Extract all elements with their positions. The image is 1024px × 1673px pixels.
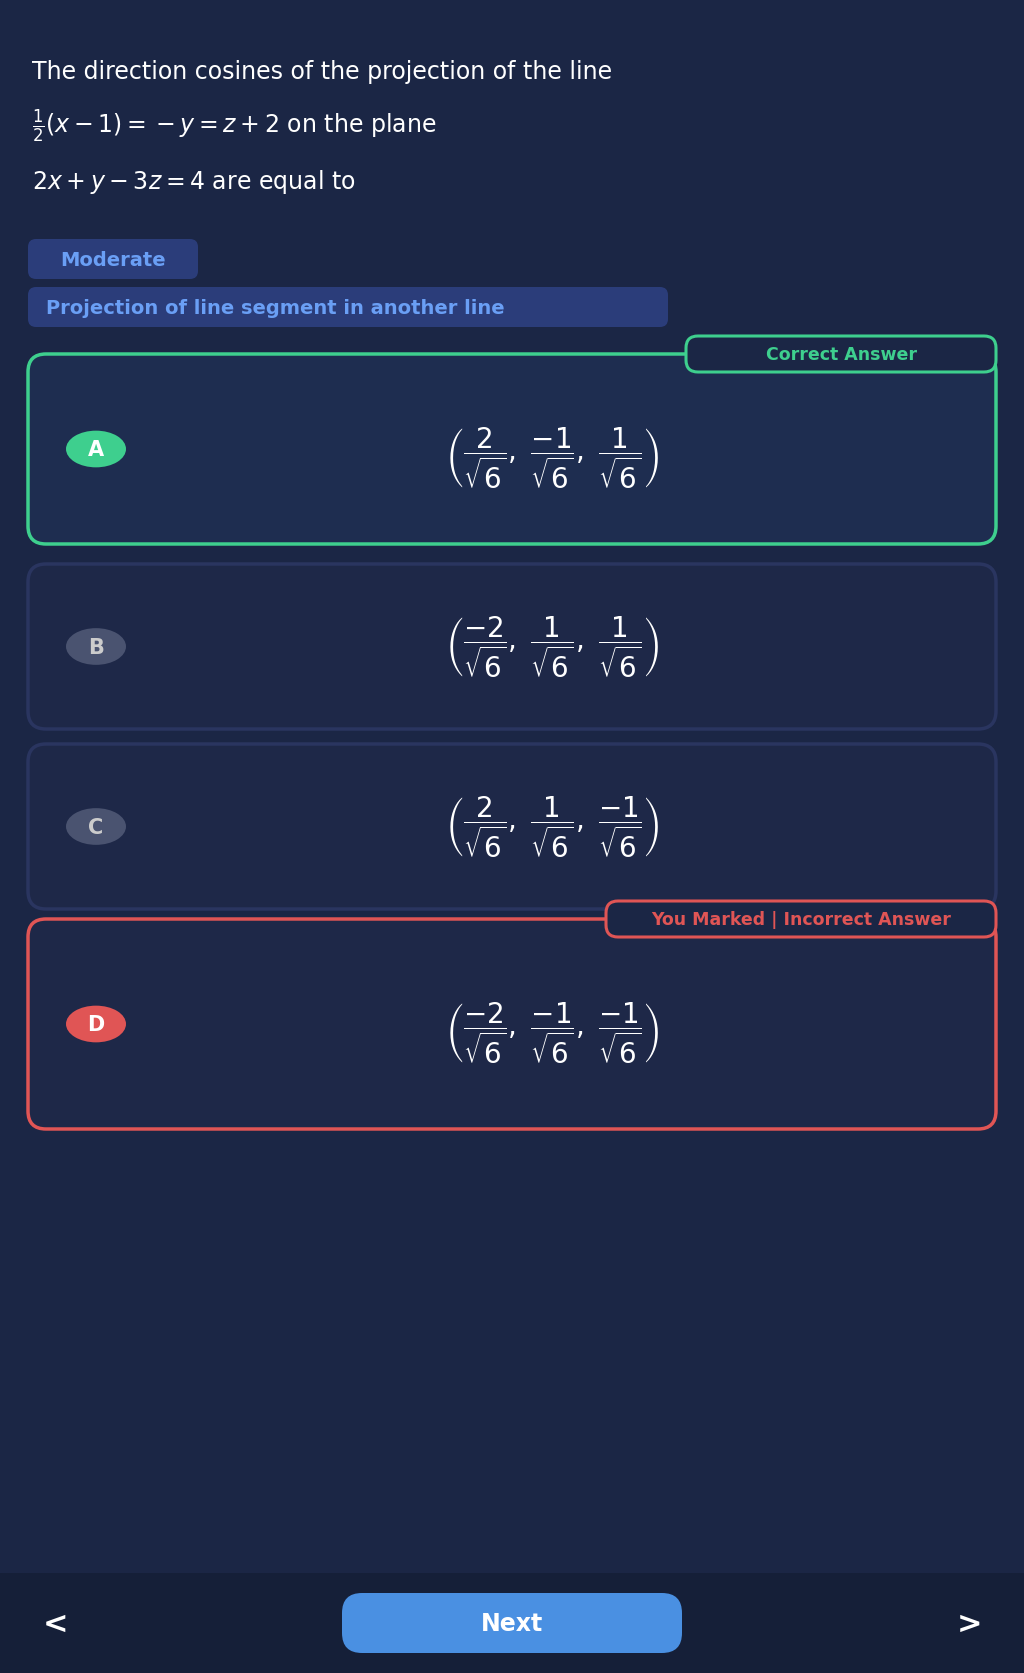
Text: $\left(\dfrac{-2}{\sqrt{6}},\ \dfrac{-1}{\sqrt{6}},\ \dfrac{-1}{\sqrt{6}}\right): $\left(\dfrac{-2}{\sqrt{6}},\ \dfrac{-1}…: [445, 1000, 659, 1066]
Text: D: D: [87, 1014, 104, 1034]
Text: A: A: [88, 440, 104, 460]
Text: The direction cosines of the projection of the line: The direction cosines of the projection …: [32, 60, 612, 84]
FancyBboxPatch shape: [28, 744, 996, 910]
Text: Correct Answer: Correct Answer: [766, 346, 916, 363]
Text: You Marked | Incorrect Answer: You Marked | Incorrect Answer: [651, 910, 951, 929]
Text: B: B: [88, 637, 104, 657]
FancyBboxPatch shape: [0, 1573, 1024, 1673]
Ellipse shape: [66, 808, 126, 845]
Ellipse shape: [66, 629, 126, 666]
Text: Projection of line segment in another line: Projection of line segment in another li…: [46, 298, 505, 318]
Text: Moderate: Moderate: [60, 251, 166, 269]
FancyBboxPatch shape: [686, 336, 996, 373]
Ellipse shape: [66, 432, 126, 468]
FancyBboxPatch shape: [606, 902, 996, 937]
FancyBboxPatch shape: [28, 355, 996, 545]
Text: >: >: [956, 1608, 982, 1638]
Text: $\left(\dfrac{2}{\sqrt{6}},\ \dfrac{-1}{\sqrt{6}},\ \dfrac{1}{\sqrt{6}}\right)$: $\left(\dfrac{2}{\sqrt{6}},\ \dfrac{-1}{…: [445, 425, 659, 490]
Text: <: <: [42, 1608, 68, 1638]
Text: Next: Next: [481, 1611, 543, 1635]
FancyBboxPatch shape: [28, 288, 668, 328]
Ellipse shape: [66, 1005, 126, 1042]
FancyBboxPatch shape: [342, 1593, 682, 1653]
Text: $\left(\dfrac{2}{\sqrt{6}},\ \dfrac{1}{\sqrt{6}},\ \dfrac{-1}{\sqrt{6}}\right)$: $\left(\dfrac{2}{\sqrt{6}},\ \dfrac{1}{\…: [445, 795, 659, 860]
FancyBboxPatch shape: [28, 565, 996, 729]
Text: $\left(\dfrac{-2}{\sqrt{6}},\ \dfrac{1}{\sqrt{6}},\ \dfrac{1}{\sqrt{6}}\right)$: $\left(\dfrac{-2}{\sqrt{6}},\ \dfrac{1}{…: [445, 614, 659, 679]
Text: $\frac{1}{2}(x-1)= -y = z+2$ on the plane: $\frac{1}{2}(x-1)= -y = z+2$ on the plan…: [32, 109, 436, 146]
Text: $2x + y - 3z = 4$ are equal to: $2x + y - 3z = 4$ are equal to: [32, 167, 355, 196]
FancyBboxPatch shape: [28, 920, 996, 1129]
FancyBboxPatch shape: [28, 239, 198, 279]
Text: C: C: [88, 816, 103, 836]
